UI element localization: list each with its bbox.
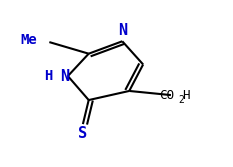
Text: 2: 2 <box>178 95 184 105</box>
Text: N: N <box>60 68 69 84</box>
Text: Me: Me <box>20 33 37 47</box>
Text: H: H <box>182 89 189 102</box>
Text: CO: CO <box>159 89 174 102</box>
Text: S: S <box>78 126 87 141</box>
Text: N: N <box>118 23 127 38</box>
Text: H: H <box>45 69 53 83</box>
